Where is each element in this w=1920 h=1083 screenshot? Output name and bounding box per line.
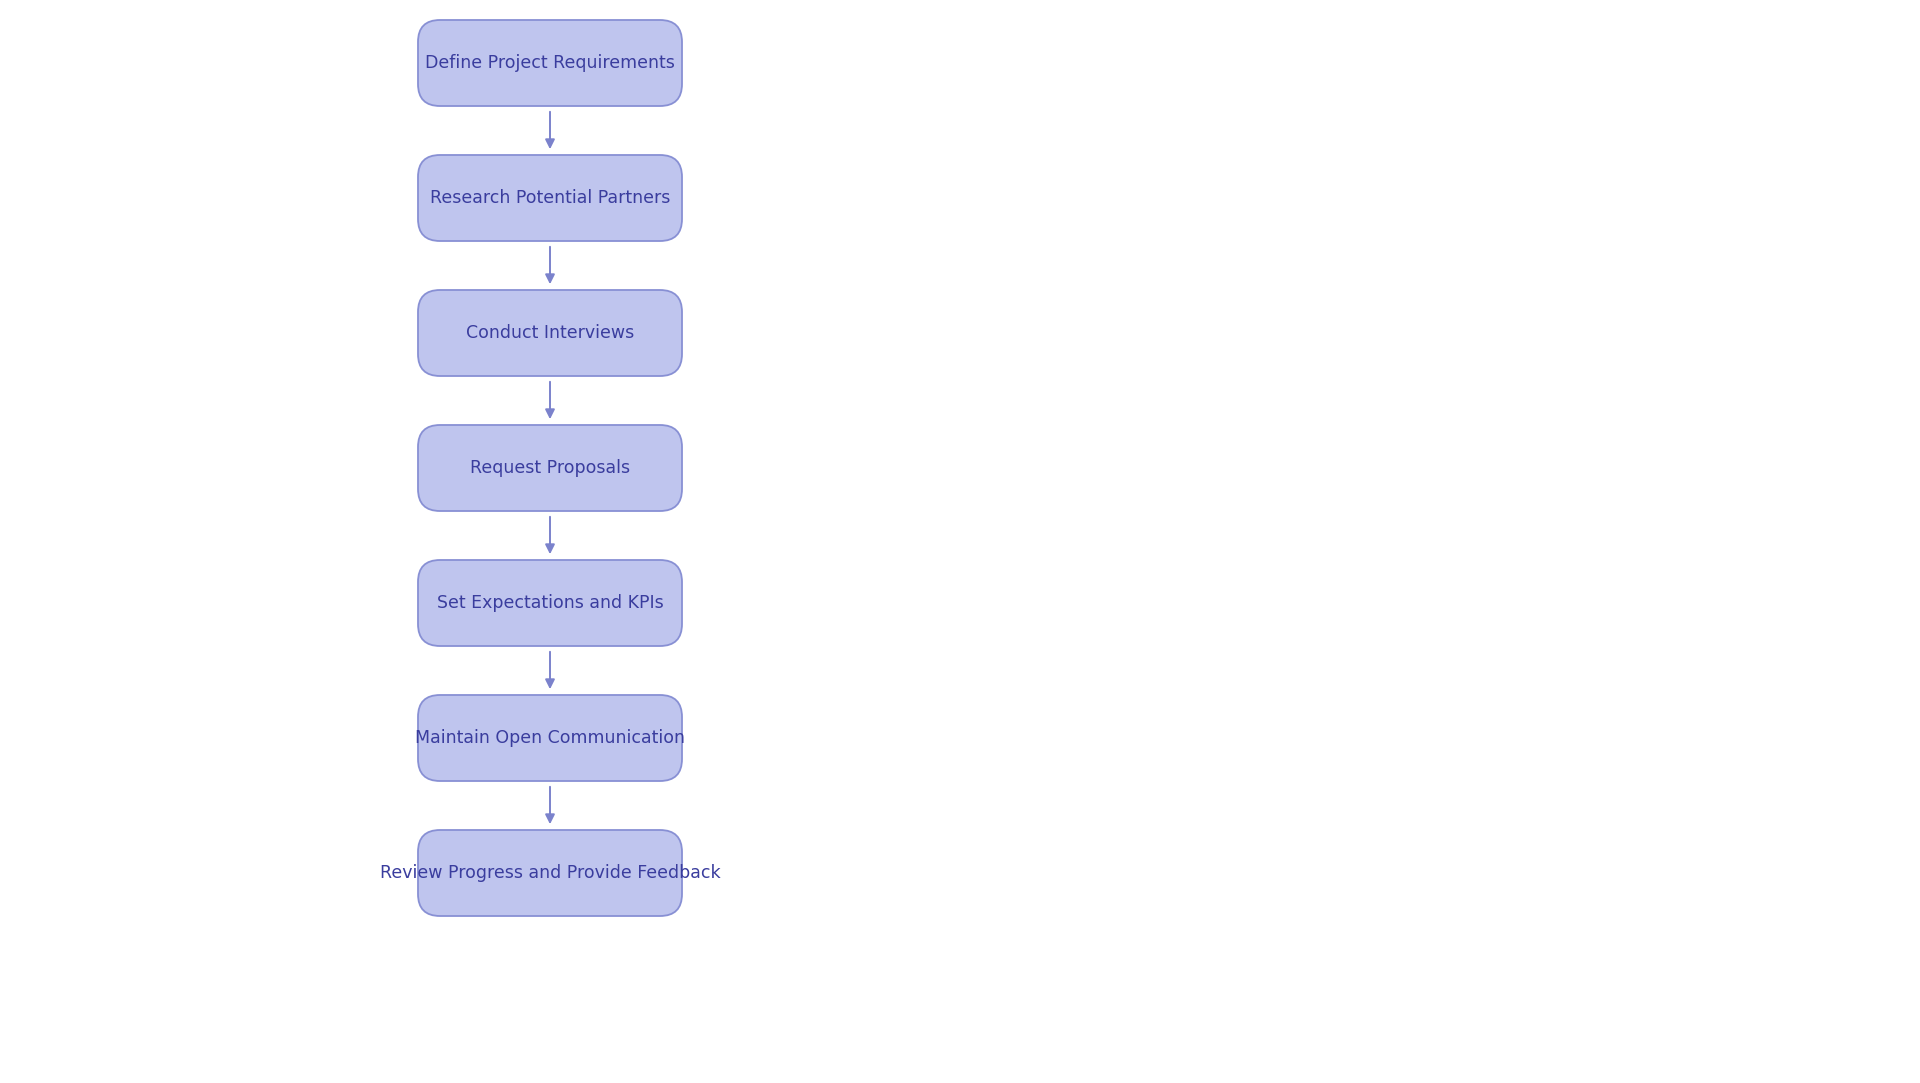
- Text: Review Progress and Provide Feedback: Review Progress and Provide Feedback: [380, 864, 720, 882]
- FancyBboxPatch shape: [419, 830, 682, 916]
- FancyBboxPatch shape: [419, 695, 682, 781]
- FancyBboxPatch shape: [419, 425, 682, 511]
- FancyBboxPatch shape: [419, 290, 682, 376]
- Text: Research Potential Partners: Research Potential Partners: [430, 190, 670, 207]
- FancyBboxPatch shape: [419, 19, 682, 106]
- Text: Request Proposals: Request Proposals: [470, 459, 630, 477]
- Text: Set Expectations and KPIs: Set Expectations and KPIs: [436, 593, 664, 612]
- Text: Conduct Interviews: Conduct Interviews: [467, 324, 634, 342]
- FancyBboxPatch shape: [419, 155, 682, 242]
- Text: Define Project Requirements: Define Project Requirements: [424, 54, 676, 71]
- Text: Maintain Open Communication: Maintain Open Communication: [415, 729, 685, 747]
- FancyBboxPatch shape: [419, 560, 682, 645]
